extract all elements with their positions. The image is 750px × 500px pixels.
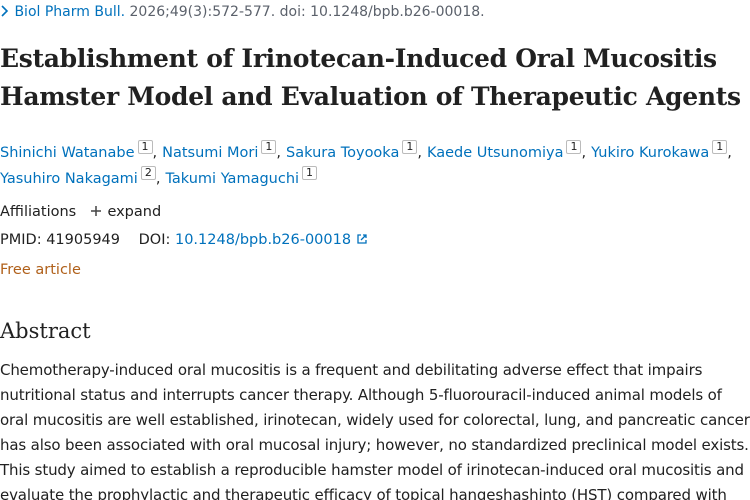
abstract-line: oral mucositis are well established, iri… <box>0 411 750 429</box>
authors-row: Shinichi Watanabe 1, Natsumi Mori 1, Sakura … <box>0 140 737 161</box>
affiliation-number[interactable]: 1 <box>712 140 728 154</box>
author-name[interactable]: Natsumi Mori <box>162 145 259 161</box>
author-name[interactable]: Yukiro Kurokawa <box>591 145 710 161</box>
external-link-icon <box>357 234 367 244</box>
abstract-line: nutritional status and interrupts cancer… <box>0 386 722 404</box>
affiliation-number[interactable]: 1 <box>402 140 418 154</box>
doi-link[interactable]: 10.1248/bpb.b26-00018 <box>174 232 352 248</box>
pmid-label: PMID: <box>0 232 42 248</box>
authors-row: Yasuhiro Nakagami 2, Takumi Yamaguchi 1 <box>0 166 318 187</box>
expand-toggle[interactable]: expand <box>107 204 162 220</box>
separator: , <box>155 171 161 187</box>
separator: , <box>417 145 422 161</box>
pmid: 41905949 <box>46 232 121 248</box>
affiliations-label: Affiliations <box>0 204 77 220</box>
separator: , <box>152 145 158 161</box>
affiliation-number[interactable]: 2 <box>140 166 156 180</box>
affiliation-number[interactable]: 1 <box>261 140 277 154</box>
abstract-line: has also been associated with oral mucos… <box>0 436 749 454</box>
affiliation-number[interactable]: 1 <box>302 166 318 180</box>
abstract-line: This study aimed to establish a reproduc… <box>0 461 744 479</box>
affiliations-row: Affiliations expand <box>0 204 161 220</box>
free-article: Free article <box>0 262 81 278</box>
chevron-icon <box>1 5 9 17</box>
title-line: Hamster Model and Evaluation of Therapeu… <box>0 82 741 111</box>
ids-row: PMID: 41905949 DOI: 10.1248/bpb.b26-0001… <box>0 232 368 248</box>
title-line: Establishment of Irinotecan-Induced Oral… <box>0 44 717 73</box>
abstract-heading: Abstract <box>0 319 91 343</box>
separator: , <box>727 145 732 161</box>
author-name[interactable]: Shinichi Watanabe <box>0 145 135 161</box>
abstract-line: Chemotherapy-induced oral mucositis is a… <box>0 361 703 379</box>
plus-icon[interactable] <box>89 205 103 217</box>
author-name[interactable]: Sakura Toyooka <box>286 145 400 161</box>
journal-link[interactable]: Biol Pharm Bull. <box>14 4 126 20</box>
affiliation-number[interactable]: 1 <box>566 140 582 154</box>
separator: , <box>276 145 282 161</box>
citation-row: Biol Pharm Bull. 2026;49(3):572-577. doi… <box>0 4 485 20</box>
author-name[interactable]: Yasuhiro Nakagami <box>0 171 138 187</box>
abstract-line: evaluate the prophylactic and therapeuti… <box>0 486 727 500</box>
author-name[interactable]: Kaede Utsunomiya <box>426 145 564 161</box>
separator: , <box>581 145 587 161</box>
author-name[interactable]: Takumi Yamaguchi <box>165 171 300 187</box>
affiliation-number[interactable]: 1 <box>137 140 153 154</box>
citation: 2026;49(3):572-577. doi: 10.1248/bpb.b26… <box>129 4 485 20</box>
doi-label: DOI: <box>138 232 171 248</box>
